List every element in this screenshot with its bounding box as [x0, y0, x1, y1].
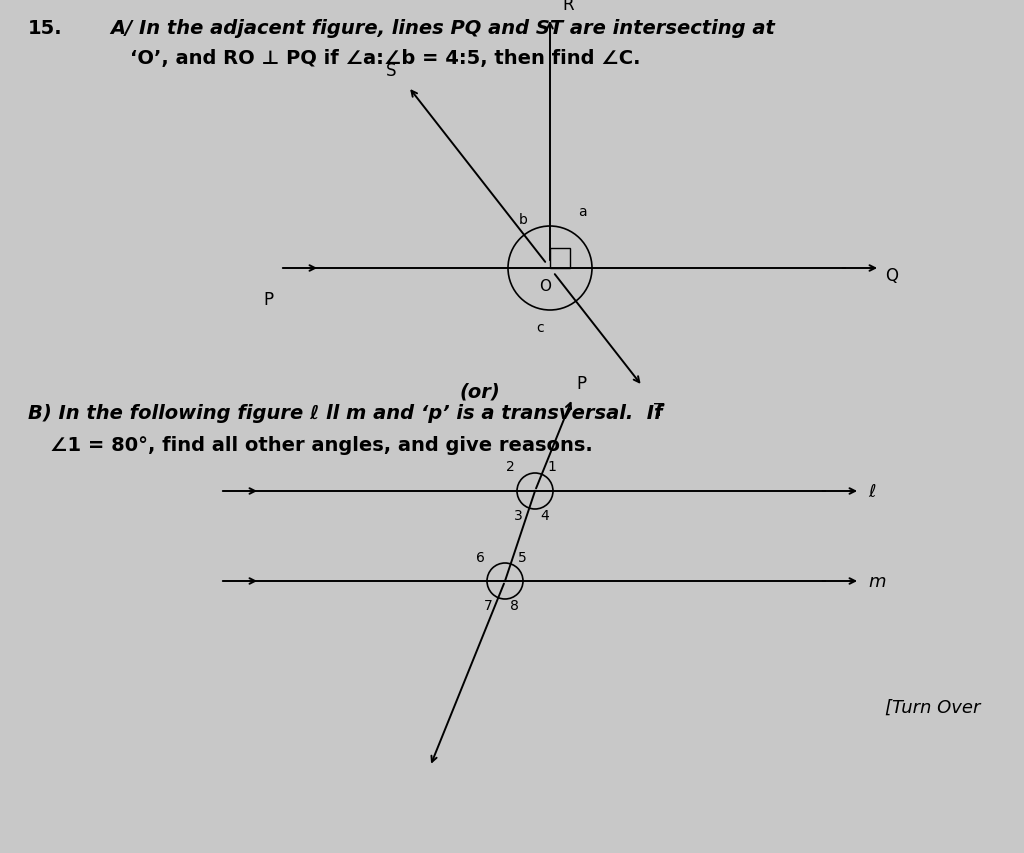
- Text: 6: 6: [476, 550, 485, 564]
- Text: m: m: [868, 572, 886, 590]
- Text: (or): (or): [460, 381, 501, 401]
- Text: 15.: 15.: [28, 19, 62, 38]
- Text: a: a: [578, 205, 587, 218]
- Text: Q: Q: [885, 267, 898, 285]
- Text: ‘O’, and RO ⊥ PQ if ∠a:∠b = 4:5, then find ∠C.: ‘O’, and RO ⊥ PQ if ∠a:∠b = 4:5, then fi…: [130, 49, 640, 68]
- Text: c: c: [537, 321, 544, 334]
- Text: 1: 1: [548, 460, 556, 474]
- Text: B) In the following figure ℓ ll m and ‘p’ is a transversal.  If: B) In the following figure ℓ ll m and ‘p…: [28, 403, 663, 422]
- Text: 2: 2: [506, 460, 515, 474]
- Text: b: b: [519, 212, 528, 227]
- Text: T: T: [654, 402, 665, 420]
- Bar: [550, 249, 570, 269]
- Text: ℓ: ℓ: [868, 483, 876, 501]
- Text: S: S: [386, 61, 396, 79]
- Text: P: P: [263, 291, 273, 309]
- Text: 8: 8: [510, 599, 519, 612]
- Text: [Turn Over: [Turn Over: [885, 699, 980, 717]
- Text: O: O: [539, 279, 551, 293]
- Text: P: P: [577, 374, 587, 393]
- Text: ∠1 = 80°, find all other angles, and give reasons.: ∠1 = 80°, find all other angles, and giv…: [50, 436, 593, 455]
- Text: R: R: [562, 0, 573, 14]
- Text: 5: 5: [517, 550, 526, 564]
- Text: 3: 3: [514, 509, 522, 523]
- Text: 4: 4: [540, 509, 549, 523]
- Text: 7: 7: [483, 599, 493, 612]
- Text: A/ In the adjacent figure, lines PQ and ST are intersecting at: A/ In the adjacent figure, lines PQ and …: [110, 19, 775, 38]
